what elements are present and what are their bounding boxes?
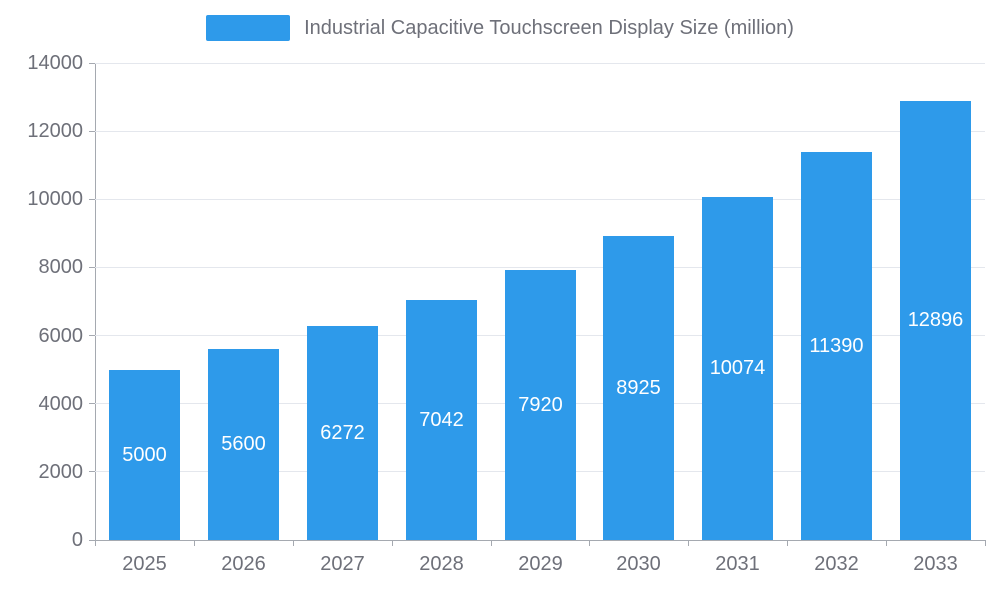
- y-axis-tick: [89, 403, 95, 405]
- bar-value-label: 7920: [518, 393, 563, 416]
- y-axis-label: 2000: [38, 460, 84, 483]
- bar[interactable]: 5600: [208, 349, 279, 540]
- y-axis-label: 8000: [38, 256, 84, 279]
- bar-value-label: 5000: [122, 443, 167, 466]
- y-axis-line: [95, 63, 96, 540]
- y-axis-tick: [89, 62, 95, 64]
- x-axis-tick: [588, 540, 590, 546]
- x-axis-tick: [292, 540, 294, 546]
- bar[interactable]: 11390: [801, 152, 872, 540]
- y-axis-label: 6000: [38, 324, 84, 347]
- x-axis-tick: [885, 540, 887, 546]
- x-axis-label: 2025: [122, 553, 167, 575]
- bar-value-label: 10074: [709, 357, 766, 379]
- bar[interactable]: 6272: [307, 326, 378, 540]
- legend[interactable]: Industrial Capacitive Touchscreen Displa…: [0, 15, 1000, 41]
- x-axis-tick: [786, 540, 788, 546]
- gridline: [95, 266, 985, 268]
- x-axis-tick: [984, 540, 986, 546]
- bar-value-label: 5600: [221, 433, 266, 455]
- gridline: [95, 130, 985, 132]
- bar[interactable]: 10074: [702, 197, 773, 540]
- bar[interactable]: 7920: [505, 270, 576, 540]
- gridline: [95, 62, 985, 64]
- x-axis-label: 2033: [913, 553, 958, 575]
- bar-value-label: 12896: [907, 309, 964, 331]
- x-axis-label: 2028: [419, 553, 464, 575]
- y-axis-label: 10000: [27, 188, 83, 211]
- y-axis-tick: [89, 335, 95, 337]
- y-axis-tick: [89, 198, 95, 200]
- bar-value-label: 8925: [616, 376, 661, 399]
- y-axis-label: 14000: [27, 52, 83, 74]
- x-axis-label: 2029: [518, 553, 563, 575]
- x-axis-tick: [687, 540, 689, 546]
- x-axis-tick: [193, 540, 195, 546]
- y-axis-tick: [89, 130, 95, 132]
- x-axis-label: 2027: [320, 553, 365, 575]
- x-axis-tick: [391, 540, 393, 546]
- gridline: [95, 198, 985, 200]
- y-axis-label: 0: [71, 529, 83, 551]
- bar[interactable]: 5000: [109, 370, 180, 540]
- x-axis-tick: [94, 540, 96, 546]
- x-axis-label: 2031: [715, 553, 760, 575]
- bar-value-label: 11390: [809, 334, 864, 357]
- bar-value-label: 7042: [419, 408, 464, 431]
- x-axis-tick: [490, 540, 492, 546]
- x-axis-line: [89, 540, 985, 541]
- x-axis-label: 2026: [221, 553, 266, 575]
- y-axis-label: 4000: [38, 392, 84, 415]
- legend-label: Industrial Capacitive Touchscreen Displa…: [304, 17, 794, 39]
- y-axis-label: 12000: [27, 120, 83, 143]
- bar[interactable]: 8925: [603, 236, 674, 540]
- bar-value-label: 6272: [320, 421, 365, 444]
- plot-area: 0 2000 4000 6000 8000 10000 12000 14000 5000 2025…: [27, 52, 986, 575]
- x-axis-label: 2032: [814, 553, 859, 575]
- x-axis-label: 2030: [616, 553, 661, 575]
- bar[interactable]: 12896: [900, 101, 971, 540]
- y-axis-tick: [89, 266, 95, 268]
- legend-swatch-icon: [206, 15, 291, 41]
- y-axis-tick: [89, 471, 95, 473]
- bar[interactable]: 7042: [406, 300, 477, 540]
- y-axis-tick: [89, 539, 95, 541]
